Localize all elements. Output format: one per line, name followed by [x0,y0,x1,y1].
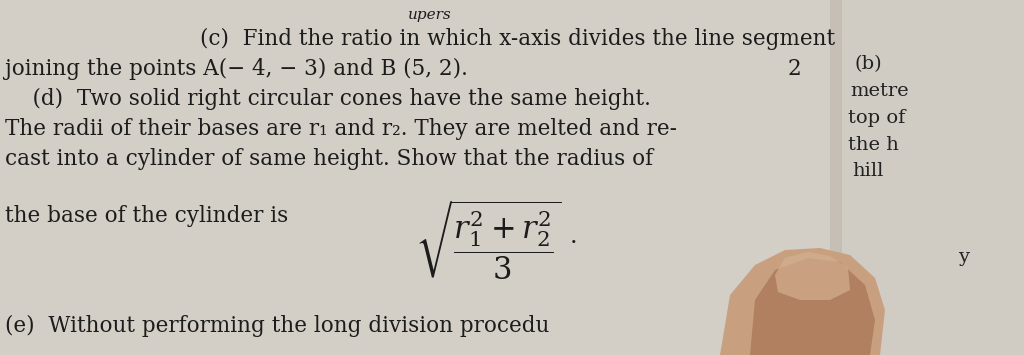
Text: (d)  Two solid right circular cones have the same height.: (d) Two solid right circular cones have … [5,88,651,110]
Text: metre: metre [850,82,908,100]
Text: hill: hill [852,162,884,180]
Text: 2: 2 [788,58,802,80]
Text: cast into a cylinder of same height. Show that the radius of: cast into a cylinder of same height. Sho… [5,148,653,170]
Text: .: . [570,225,578,248]
Text: y: y [958,248,969,266]
Text: upers: upers [409,8,452,22]
Text: The radii of their bases are r₁ and r₂. They are melted and re-: The radii of their bases are r₁ and r₂. … [5,118,677,140]
Text: the h: the h [848,136,899,154]
Bar [840,0,1024,355]
Text: the base of the cylinder is: the base of the cylinder is [5,205,288,227]
Text: (b): (b) [855,55,883,73]
Text: (c)  Find the ratio in which x-axis divides the line segment: (c) Find the ratio in which x-axis divid… [200,28,836,50]
Text: joining the points A(− 4, − 3) and B (5, 2).: joining the points A(− 4, − 3) and B (5,… [5,58,468,80]
Text: top of: top of [848,109,905,127]
Polygon shape [750,258,874,355]
Polygon shape [720,248,885,355]
Bar [830,0,842,355]
Text: (e)  Without performing the long division procedu: (e) Without performing the long division… [5,315,549,337]
Text: $\sqrt{\dfrac{r_1^2+r_2^2}{3}}$: $\sqrt{\dfrac{r_1^2+r_2^2}{3}}$ [415,198,561,282]
Polygon shape [775,252,850,300]
